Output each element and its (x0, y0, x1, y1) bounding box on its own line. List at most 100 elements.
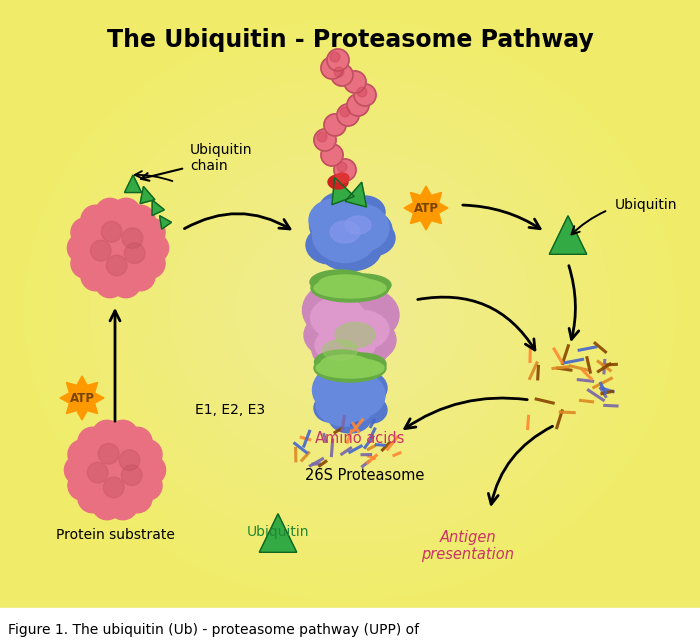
Circle shape (122, 228, 143, 249)
Text: Ubiquitin
chain: Ubiquitin chain (190, 143, 253, 173)
Ellipse shape (329, 403, 371, 433)
Ellipse shape (310, 290, 390, 350)
Ellipse shape (304, 310, 376, 360)
Ellipse shape (324, 379, 376, 421)
Ellipse shape (345, 216, 371, 234)
Circle shape (78, 427, 107, 457)
Ellipse shape (321, 213, 379, 267)
Circle shape (324, 114, 346, 136)
Circle shape (71, 249, 100, 278)
Bar (0, 608, 700, 644)
Ellipse shape (310, 270, 370, 294)
Circle shape (126, 205, 155, 234)
Circle shape (121, 465, 142, 486)
Circle shape (132, 440, 162, 469)
Polygon shape (404, 186, 448, 230)
Circle shape (354, 84, 376, 106)
Polygon shape (259, 514, 297, 553)
Circle shape (139, 233, 169, 263)
Ellipse shape (309, 199, 361, 241)
Circle shape (327, 49, 349, 71)
Ellipse shape (328, 316, 396, 364)
Ellipse shape (323, 340, 358, 360)
Circle shape (119, 450, 140, 471)
Circle shape (344, 71, 366, 93)
Text: ATP: ATP (69, 392, 94, 404)
Circle shape (122, 427, 152, 457)
Circle shape (337, 162, 347, 172)
Ellipse shape (311, 274, 389, 302)
Text: E1, E2, E3: E1, E2, E3 (195, 403, 265, 417)
Circle shape (330, 52, 340, 62)
Text: Amino acids: Amino acids (315, 430, 405, 446)
Circle shape (68, 471, 97, 500)
Circle shape (317, 132, 327, 142)
Circle shape (132, 471, 162, 500)
Ellipse shape (357, 397, 387, 423)
Polygon shape (152, 200, 164, 216)
Ellipse shape (319, 229, 381, 271)
Circle shape (104, 477, 124, 498)
Circle shape (68, 440, 97, 469)
Circle shape (136, 455, 166, 485)
Ellipse shape (315, 368, 355, 402)
Circle shape (122, 484, 152, 513)
Ellipse shape (321, 355, 369, 371)
Ellipse shape (314, 278, 386, 298)
Circle shape (81, 205, 111, 234)
Circle shape (321, 144, 343, 166)
Circle shape (82, 437, 148, 503)
Text: Figure 1. The ubiquitin (Ub) - proteasome pathway (UPP) of: Figure 1. The ubiquitin (Ub) - proteasom… (8, 623, 419, 637)
Circle shape (108, 421, 138, 450)
Circle shape (90, 240, 111, 261)
Text: Ubiquitin: Ubiquitin (246, 525, 309, 539)
Circle shape (136, 218, 165, 247)
Circle shape (102, 222, 122, 242)
Ellipse shape (328, 175, 348, 189)
Polygon shape (125, 175, 141, 193)
Circle shape (98, 444, 119, 464)
Text: Antigen
presentation: Antigen presentation (421, 530, 514, 562)
Ellipse shape (345, 196, 385, 228)
Ellipse shape (312, 366, 368, 414)
Ellipse shape (335, 323, 375, 348)
Ellipse shape (314, 354, 386, 382)
Ellipse shape (309, 205, 354, 245)
Circle shape (108, 490, 138, 520)
Polygon shape (345, 182, 367, 207)
Circle shape (71, 218, 100, 247)
Polygon shape (140, 186, 155, 204)
Ellipse shape (331, 310, 389, 350)
Circle shape (92, 421, 122, 450)
Circle shape (321, 57, 343, 79)
Circle shape (314, 129, 336, 151)
Circle shape (95, 198, 125, 228)
Circle shape (334, 67, 344, 77)
Circle shape (347, 94, 369, 116)
Polygon shape (160, 216, 172, 229)
Circle shape (334, 159, 356, 181)
Text: Ubiquitin: Ubiquitin (615, 198, 678, 212)
Polygon shape (60, 376, 104, 420)
Circle shape (337, 104, 359, 126)
Circle shape (125, 243, 145, 263)
Ellipse shape (331, 204, 389, 252)
Circle shape (78, 484, 107, 513)
Ellipse shape (349, 372, 387, 404)
Circle shape (81, 261, 111, 291)
Ellipse shape (316, 384, 374, 426)
Ellipse shape (348, 211, 392, 249)
Circle shape (136, 249, 165, 278)
Ellipse shape (312, 207, 377, 263)
Text: The Ubiquitin - Proteasome Pathway: The Ubiquitin - Proteasome Pathway (106, 28, 594, 52)
Polygon shape (550, 216, 587, 254)
Ellipse shape (314, 394, 346, 422)
Circle shape (111, 198, 141, 228)
Circle shape (64, 455, 94, 485)
Text: ATP: ATP (414, 202, 438, 214)
Circle shape (111, 269, 141, 298)
Ellipse shape (337, 289, 399, 341)
Ellipse shape (314, 350, 370, 374)
Ellipse shape (349, 220, 395, 256)
Circle shape (126, 261, 155, 291)
